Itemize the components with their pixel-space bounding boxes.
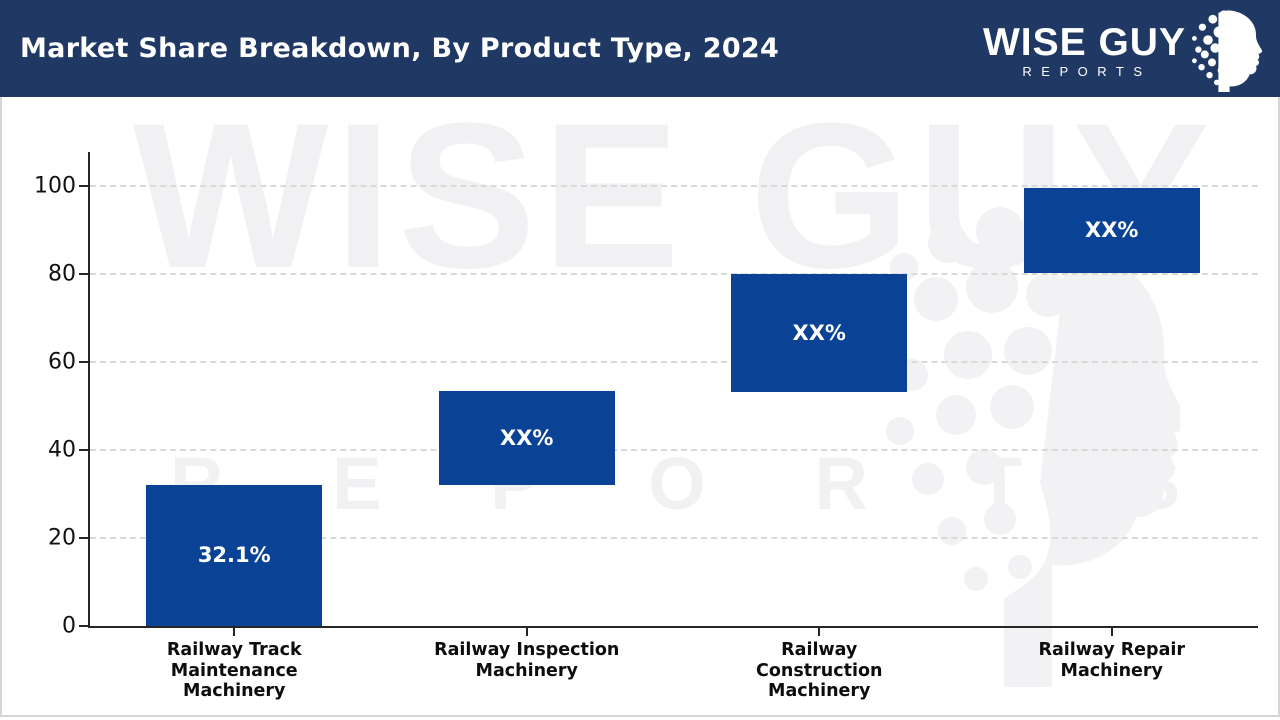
logo-subtitle: REPORTS	[1022, 63, 1152, 79]
logo-name: WISE GUY	[982, 20, 1186, 64]
y-axis	[88, 152, 90, 628]
category-label: Railway Construction Machinery	[756, 640, 883, 701]
bar-value-label: XX%	[1085, 218, 1139, 243]
waterfall-bar-1	[146, 485, 322, 626]
category-label: Railway Inspection Machinery	[434, 640, 620, 681]
ytick-label: 20	[48, 525, 76, 551]
gridline	[90, 184, 1258, 187]
watermark-head-icon	[876, 207, 1180, 687]
logo-text: WISE GUY REPORTS	[983, 23, 1186, 78]
y-tick	[79, 536, 88, 539]
ytick-label: 100	[34, 173, 76, 199]
category-label: Railway Track Maintenance Machinery	[166, 640, 302, 701]
y-tick	[79, 625, 88, 627]
x-tick	[1110, 628, 1113, 636]
gridline	[90, 536, 1258, 539]
y-tick	[79, 184, 88, 187]
gridline	[90, 448, 1258, 451]
page-title: Market Share Breakdown, By Product Type,…	[20, 33, 780, 64]
ytick-label: 40	[48, 437, 76, 463]
y-tick	[79, 272, 88, 275]
x-axis	[88, 626, 1258, 628]
head-profile-icon	[1192, 10, 1263, 92]
ytick-label: 80	[48, 261, 76, 287]
y-tick	[79, 360, 88, 363]
bar-value-label: XX%	[500, 425, 554, 450]
x-tick	[233, 628, 236, 636]
watermark-letter: E	[332, 442, 382, 525]
header-bar: Market Share Breakdown, By Product Type,…	[0, 0, 1280, 97]
watermark-letter: R	[814, 442, 868, 525]
bar-value-label: XX%	[792, 320, 846, 345]
waterfall-bar-2	[439, 391, 615, 485]
frame-right	[1278, 97, 1280, 717]
gridline	[90, 360, 1258, 363]
x-tick	[818, 628, 821, 636]
ytick-label: 60	[48, 349, 76, 375]
y-tick	[79, 448, 88, 451]
frame-left	[0, 97, 2, 717]
chart-area: WISE GUY REPORTS 02040608010032.1%Railwa…	[0, 80, 1280, 717]
category-label: Railway Repair Machinery	[1038, 640, 1186, 681]
frame-bottom	[0, 715, 1280, 717]
ytick-label: 0	[62, 613, 76, 639]
x-tick	[525, 628, 528, 636]
waterfall-bar-3	[731, 274, 907, 392]
waterfall-bar-4	[1024, 188, 1200, 273]
bar-value-label: 32.1%	[197, 543, 271, 568]
watermark-letter: O	[648, 442, 706, 525]
wise-guy-reports-logo: WISE GUY REPORTS	[983, 6, 1268, 94]
gridline	[90, 272, 1258, 275]
